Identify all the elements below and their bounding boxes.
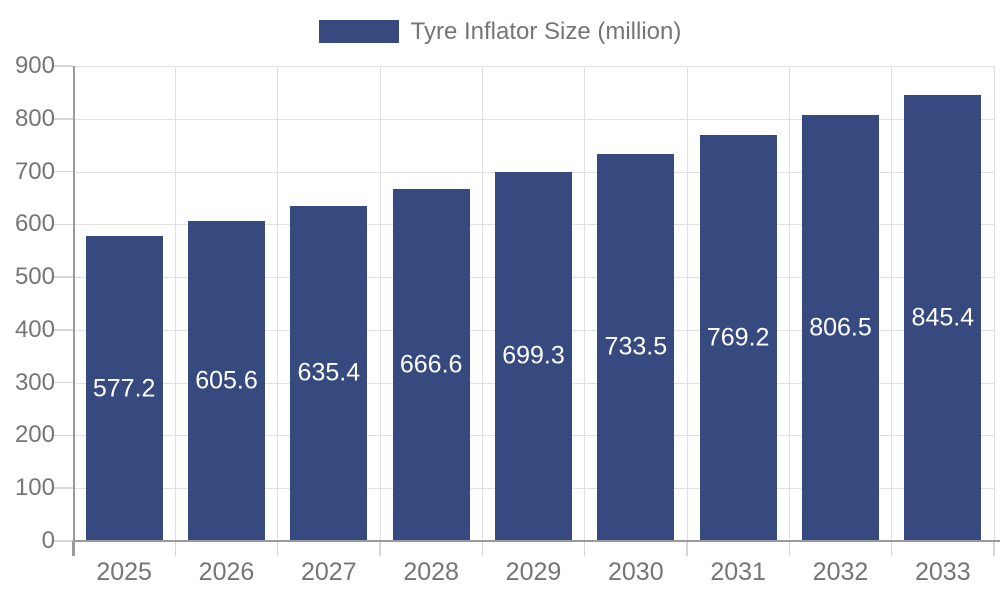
y-axis-label: 800 — [14, 104, 55, 132]
bar-value-label: 666.6 — [399, 350, 463, 379]
x-axis-tick — [890, 541, 893, 556]
y-axis-label: 700 — [14, 157, 55, 185]
y-axis-tick — [53, 170, 73, 173]
bar-value-label: 733.5 — [604, 332, 668, 361]
gridline-vertical — [891, 66, 893, 541]
bar: 769.2 — [699, 135, 777, 541]
bar: 806.5 — [802, 115, 879, 541]
y-axis-label: 0 — [41, 527, 55, 554]
x-axis-label: 2028 — [403, 558, 459, 586]
bar: 845.4 — [904, 94, 982, 541]
x-axis-tick — [379, 541, 381, 556]
x-axis-tick — [788, 541, 791, 556]
gridline-vertical — [379, 66, 381, 541]
y-axis-tick — [53, 118, 73, 120]
y-axis-label: 900 — [14, 52, 55, 79]
x-axis-tick — [276, 541, 279, 556]
x-axis-tick — [583, 541, 586, 556]
gridline-vertical — [481, 66, 483, 541]
gridline-vertical — [584, 66, 586, 541]
bar: 635.4 — [290, 205, 368, 541]
bar-value-label: 769.2 — [706, 323, 770, 352]
gridline-vertical — [277, 66, 279, 541]
bar-value-label: 806.5 — [809, 313, 872, 342]
bar-value-label: 635.4 — [297, 358, 361, 387]
x-axis-label: 2033 — [915, 558, 971, 586]
bar-value-label: 577.2 — [92, 374, 156, 403]
y-axis-label: 300 — [14, 368, 55, 396]
x-axis-tick — [174, 541, 177, 556]
x-axis-tick — [481, 541, 484, 556]
y-axis-label: 200 — [14, 421, 55, 449]
x-axis-label: 2030 — [608, 558, 664, 586]
gridline-horizontal — [73, 118, 994, 120]
y-axis-tick — [53, 329, 73, 331]
x-axis-label: 2031 — [710, 558, 766, 586]
y-axis-label: 500 — [14, 263, 55, 291]
gridline-horizontal — [73, 66, 994, 67]
x-axis-label: 2027 — [301, 558, 357, 586]
x-axis-label: 2025 — [96, 558, 152, 586]
x-axis-label: 2029 — [505, 558, 562, 586]
bar: 577.2 — [85, 236, 163, 541]
y-axis-tick — [53, 223, 73, 226]
y-axis-line — [73, 66, 75, 556]
gridline-vertical — [686, 66, 688, 541]
gridline-vertical — [174, 66, 176, 541]
y-axis-tick — [53, 65, 73, 67]
gridline-vertical — [993, 66, 995, 541]
plot-area: 0 100 200 300 400 500 600 700 800 900 577.2 605.6 63… — [15, 52, 1000, 586]
y-axis-label: 100 — [14, 474, 55, 502]
bar-value-label: 845.4 — [911, 303, 975, 332]
x-axis-tick — [686, 541, 688, 556]
bar-value-label: 699.3 — [502, 341, 565, 370]
x-axis-line — [73, 540, 1000, 542]
legend: Tyre Inflator Size (million) — [0, 18, 1000, 45]
y-axis-tick — [53, 434, 73, 437]
y-axis-tick — [53, 381, 73, 384]
x-axis-tick — [993, 541, 995, 556]
bar: 605.6 — [188, 221, 265, 541]
gridline-vertical — [788, 66, 790, 541]
y-axis-tick — [53, 276, 73, 278]
x-axis-label: 2026 — [198, 558, 255, 586]
legend-swatch[interactable] — [318, 20, 399, 43]
y-axis-label: 600 — [14, 210, 55, 238]
y-axis-tick — [53, 540, 73, 542]
y-axis-tick — [53, 487, 73, 489]
y-axis-label: 400 — [14, 315, 55, 343]
bar: 699.3 — [495, 171, 572, 541]
x-axis-label: 2032 — [812, 558, 869, 586]
bar: 733.5 — [597, 153, 675, 541]
bar: 666.6 — [392, 189, 470, 541]
bar-value-label: 605.6 — [195, 366, 258, 395]
legend-label[interactable]: Tyre Inflator Size (million) — [410, 18, 682, 45]
